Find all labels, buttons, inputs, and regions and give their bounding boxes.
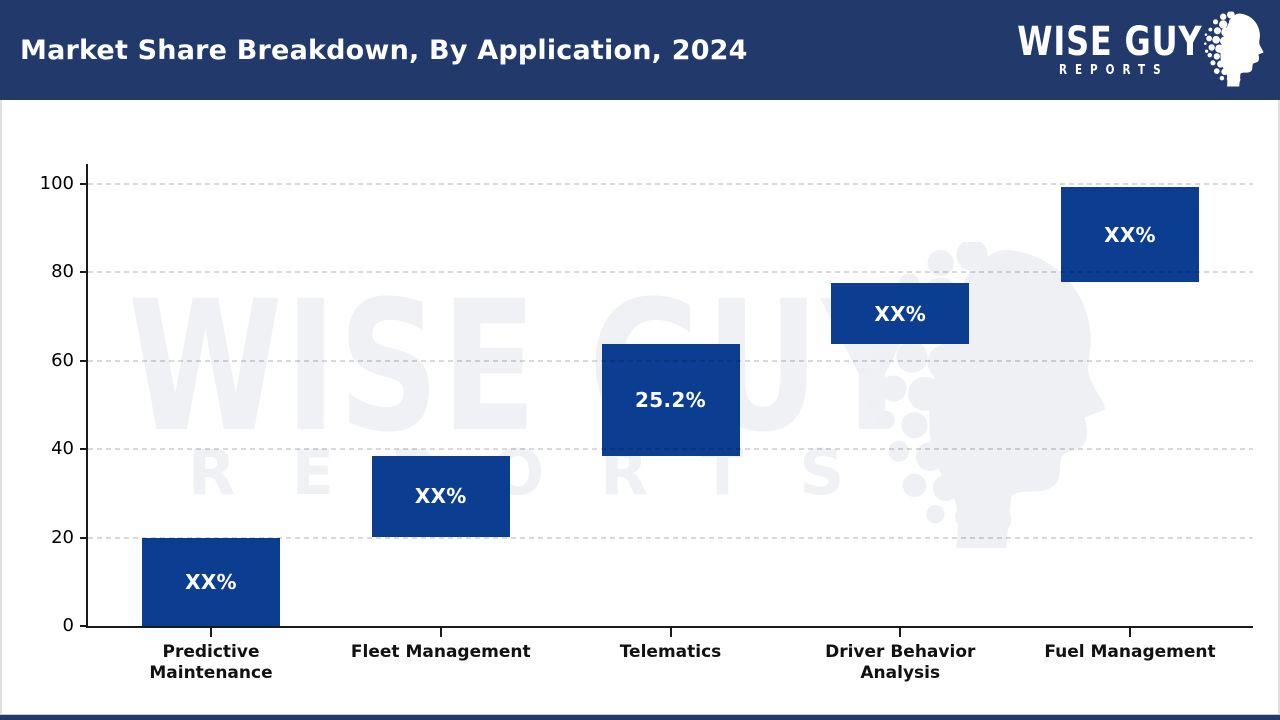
bar-driver-behavior-analysis (831, 283, 970, 345)
y-tick-label-80: 80 (51, 261, 74, 283)
logo-subtitle: REPORTS (1058, 63, 1169, 78)
x-category-label: Fuel Management (1044, 642, 1216, 662)
gridline-60 (88, 359, 1253, 362)
x-tick-mark-3 (899, 628, 902, 637)
bar-value-label: XX% (414, 484, 467, 509)
x-category-label: Telematics (619, 642, 722, 662)
bar-telematics (601, 344, 740, 456)
y-tick-mark-60 (80, 359, 88, 362)
y-tick-mark-20 (80, 536, 88, 539)
bar-fuel-management (1061, 186, 1199, 283)
gridline-20 (88, 536, 1253, 539)
y-tick-label-60: 60 (51, 349, 74, 371)
bar-value-label: XX% (874, 301, 927, 326)
y-tick-mark-80 (80, 271, 88, 274)
left-border (0, 100, 2, 715)
gridline-100 (88, 182, 1253, 185)
x-tick-mark-4 (1129, 628, 1131, 637)
bar-value-label: 25.2% (635, 388, 706, 413)
gridline-80 (88, 271, 1253, 274)
chart-title: Market Share Breakdown, By Application, … (20, 34, 748, 66)
x-tick-mark-1 (439, 628, 442, 637)
x-category-label: Fleet Management (350, 642, 531, 662)
logo-wordmark: WISE GUY (1016, 19, 1202, 65)
y-tick-label-0: 0 (62, 615, 74, 636)
bar-value-label: XX% (1104, 222, 1156, 247)
dotted-head-logo-icon (1204, 10, 1268, 90)
y-axis-spine (86, 164, 88, 628)
y-tick-mark-100 (80, 182, 88, 185)
logo-text: WISE GUY REPORTS (1017, 21, 1202, 79)
x-category-label: Predictive Maintenance (149, 642, 273, 683)
right-border (1278, 100, 1280, 715)
y-tick-mark-0 (80, 625, 88, 627)
x-category-label: Driver Behavior Analysis (825, 642, 976, 683)
wise-guy-logo: WISE GUY REPORTS (971, 4, 1268, 96)
gridline-40 (88, 448, 1253, 451)
bar-value-label: XX% (185, 569, 237, 594)
y-tick-label-40: 40 (51, 438, 74, 460)
bar-fleet-management (371, 455, 510, 537)
x-tick-mark-2 (669, 628, 672, 637)
chart-area: WISE GUY REPORTS 0 20 40 60 80 100 XX% Predicti… (0, 100, 1280, 715)
y-tick-label-20: 20 (51, 526, 74, 548)
bar-predictive-maintenance (142, 537, 280, 626)
watermark-wordmark: WISE GUY (128, 263, 925, 472)
y-tick-mark-40 (80, 448, 88, 451)
x-tick-mark-0 (210, 628, 212, 637)
watermark-subtitle: REPORTS (188, 436, 901, 509)
footer-bar (0, 714, 1280, 720)
x-axis-spine (86, 626, 1253, 628)
y-tick-label-100: 100 (39, 172, 74, 194)
header-bar: Market Share Breakdown, By Application, … (0, 0, 1280, 100)
